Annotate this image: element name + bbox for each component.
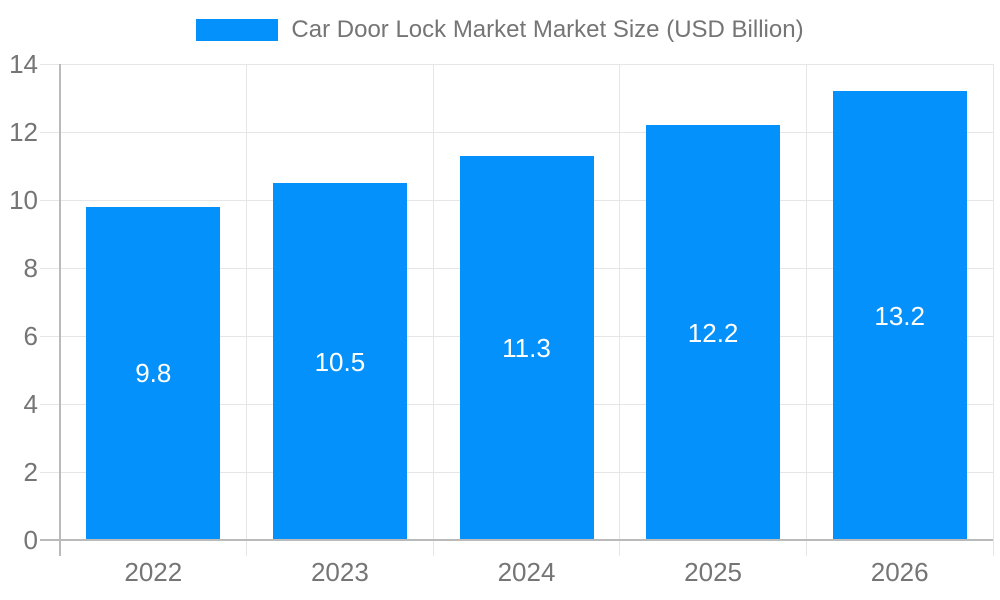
x-tick-label: 2023 xyxy=(310,557,369,587)
h-gridline xyxy=(40,131,993,133)
bar[interactable]: 9.8 xyxy=(86,206,221,540)
bar[interactable]: 11.3 xyxy=(459,155,594,540)
y-tick-label: 6 xyxy=(23,321,38,351)
x-axis-line xyxy=(40,539,993,541)
h-gridline xyxy=(40,63,993,65)
y-tick-label: 8 xyxy=(23,253,38,283)
y-tick-label: 4 xyxy=(23,389,38,419)
x-tick-label: 2026 xyxy=(870,557,929,587)
v-gridline xyxy=(805,64,807,556)
x-tick-label: 2024 xyxy=(497,557,556,587)
bar-value-label: 9.8 xyxy=(135,358,172,389)
bar-value-label: 10.5 xyxy=(314,346,366,377)
bar[interactable]: 10.5 xyxy=(272,183,407,540)
y-tick-label: 0 xyxy=(23,525,38,555)
x-tick-label: 2022 xyxy=(124,557,183,587)
v-gridline xyxy=(246,64,248,556)
v-gridline xyxy=(432,64,434,556)
x-tick-label: 2025 xyxy=(684,557,743,587)
y-tick-label: 12 xyxy=(9,117,38,147)
y-axis-line xyxy=(59,64,61,556)
legend-swatch xyxy=(196,19,279,41)
y-tick-label: 2 xyxy=(23,457,38,487)
chart-legend[interactable]: Car Door Lock Market Market Size (USD Bi… xyxy=(0,16,1000,44)
bar[interactable]: 12.2 xyxy=(646,125,781,540)
v-gridline xyxy=(619,64,621,556)
y-tick-label: 14 xyxy=(9,49,38,79)
plot-area: 0 2 4 6 8 10 12 14 9.8 2022 10.5 2023 11.3 2024 12.2 20… xyxy=(9,51,994,586)
v-gridline xyxy=(992,64,994,556)
legend-label: Car Door Lock Market Market Size (USD Bi… xyxy=(291,16,804,43)
bar-value-label: 12.2 xyxy=(687,317,739,348)
y-tick-label: 10 xyxy=(9,185,38,215)
bar[interactable]: 13.2 xyxy=(832,91,967,540)
bar-value-label: 11.3 xyxy=(502,332,551,363)
bar-value-label: 13.2 xyxy=(874,300,925,331)
